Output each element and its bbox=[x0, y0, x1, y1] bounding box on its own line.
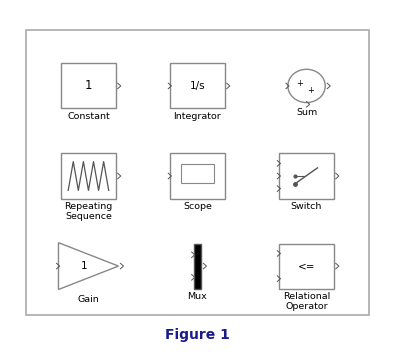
Text: +: + bbox=[296, 78, 303, 88]
Text: Gain: Gain bbox=[77, 295, 99, 304]
Bar bbox=[279, 244, 334, 289]
Text: Sum: Sum bbox=[296, 108, 317, 117]
Polygon shape bbox=[58, 243, 118, 289]
Text: Repeating
Sequence: Repeating Sequence bbox=[64, 202, 113, 221]
Bar bbox=[181, 164, 214, 183]
Text: 1/s: 1/s bbox=[190, 81, 205, 91]
Text: Integrator: Integrator bbox=[174, 112, 221, 121]
Text: Constant: Constant bbox=[67, 112, 110, 121]
Bar bbox=[26, 31, 369, 315]
Bar bbox=[61, 153, 116, 199]
Bar bbox=[279, 153, 334, 199]
Text: Figure 1: Figure 1 bbox=[165, 328, 230, 342]
Bar bbox=[62, 155, 115, 197]
Text: Switch: Switch bbox=[291, 202, 322, 211]
Text: Scope: Scope bbox=[183, 202, 212, 211]
Text: 1: 1 bbox=[81, 261, 88, 271]
Text: +: + bbox=[307, 86, 314, 95]
Bar bbox=[170, 63, 225, 108]
Text: <=: <= bbox=[298, 261, 315, 271]
Text: Mux: Mux bbox=[188, 292, 207, 301]
Text: 1: 1 bbox=[85, 80, 92, 93]
Bar bbox=[61, 63, 116, 108]
Bar bbox=[170, 153, 225, 199]
Text: Relational
Operator: Relational Operator bbox=[283, 292, 330, 312]
Bar bbox=[194, 244, 201, 289]
Circle shape bbox=[288, 69, 325, 102]
